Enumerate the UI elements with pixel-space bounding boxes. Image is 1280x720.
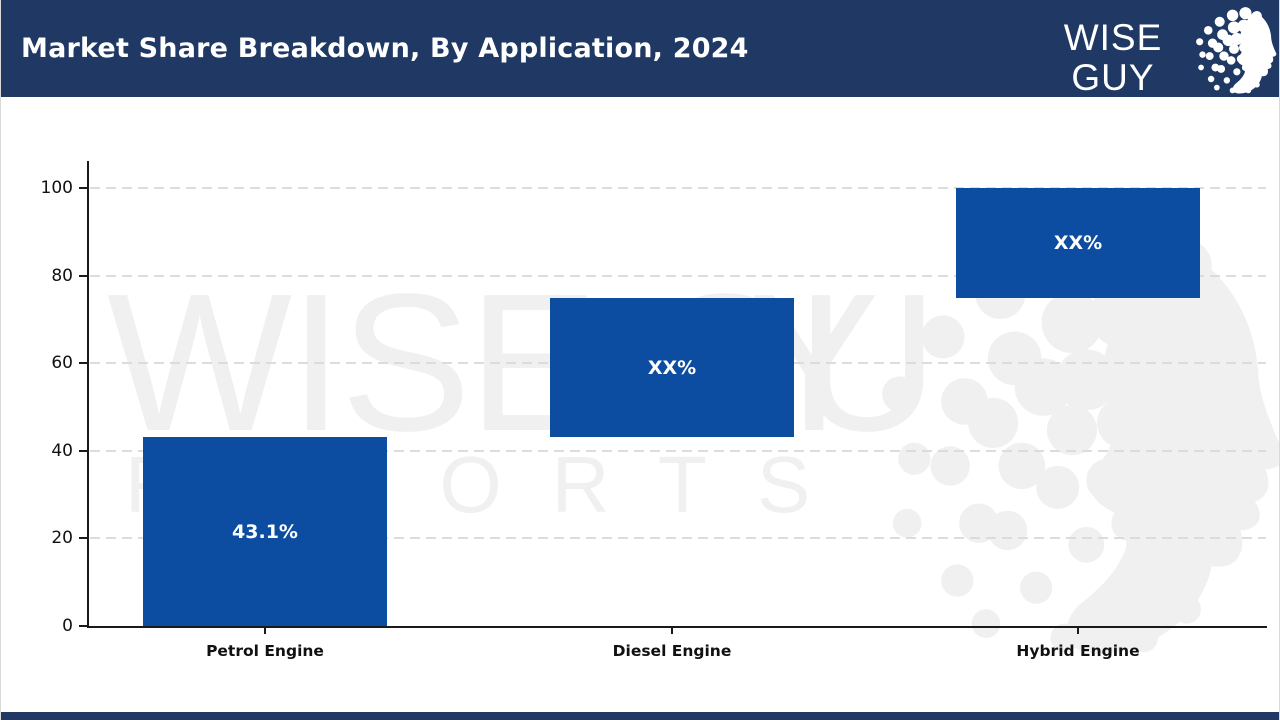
- grid-line: [90, 449, 1266, 452]
- bar-hybrid-engine: [956, 188, 1200, 299]
- wiseguy-face-icon: [1191, 6, 1277, 99]
- chart-title: Market Share Breakdown, By Application, …: [21, 33, 749, 64]
- header-bar: Market Share Breakdown, By Application, …: [1, 0, 1279, 117]
- bar-value-label: XX%: [1053, 232, 1103, 255]
- y-tick: [79, 449, 87, 452]
- bar-diesel-engine: [550, 298, 794, 438]
- x-tick: [264, 628, 266, 634]
- wiseguy-logo-text: WISE GUY REPORTS: [1023, 17, 1203, 118]
- bar-value-label: XX%: [647, 356, 697, 379]
- grid-line: [90, 187, 1266, 189]
- y-tick-label: 20: [51, 528, 73, 549]
- grid-line: [90, 537, 1266, 540]
- logo-subtitle: REPORTS: [1052, 101, 1180, 117]
- y-tick-label: 0: [62, 616, 73, 636]
- y-tick-label: 40: [51, 440, 73, 461]
- y-tick: [79, 274, 87, 277]
- bar-value-label: 43.1%: [232, 520, 298, 543]
- x-tick: [671, 628, 673, 634]
- x-axis-line: [87, 626, 1267, 628]
- plot-area: 0 20 40 60 80 100 43.1% Petrol Engine XX% Diesel …: [41, 161, 1267, 660]
- x-tick: [1077, 628, 1079, 634]
- y-axis-line: [87, 161, 89, 628]
- y-tick: [79, 362, 87, 365]
- footer-bar: [1, 712, 1279, 720]
- x-category-label: Petrol Engine: [206, 642, 324, 660]
- y-tick-label: 100: [40, 178, 73, 198]
- logo-wordmark: WISE GUY: [1063, 17, 1163, 98]
- y-tick: [79, 537, 87, 540]
- bar-petrol-engine: [143, 437, 387, 626]
- y-tick-label: 60: [51, 353, 73, 374]
- y-tick-label: 80: [51, 265, 73, 286]
- y-tick: [79, 625, 87, 627]
- grid-line: [90, 274, 1266, 277]
- x-category-label: Hybrid Engine: [1016, 642, 1140, 660]
- wiseguy-logo: WISE GUY REPORTS: [1023, 4, 1273, 117]
- y-tick: [79, 187, 87, 189]
- x-category-label: Diesel Engine: [612, 642, 732, 660]
